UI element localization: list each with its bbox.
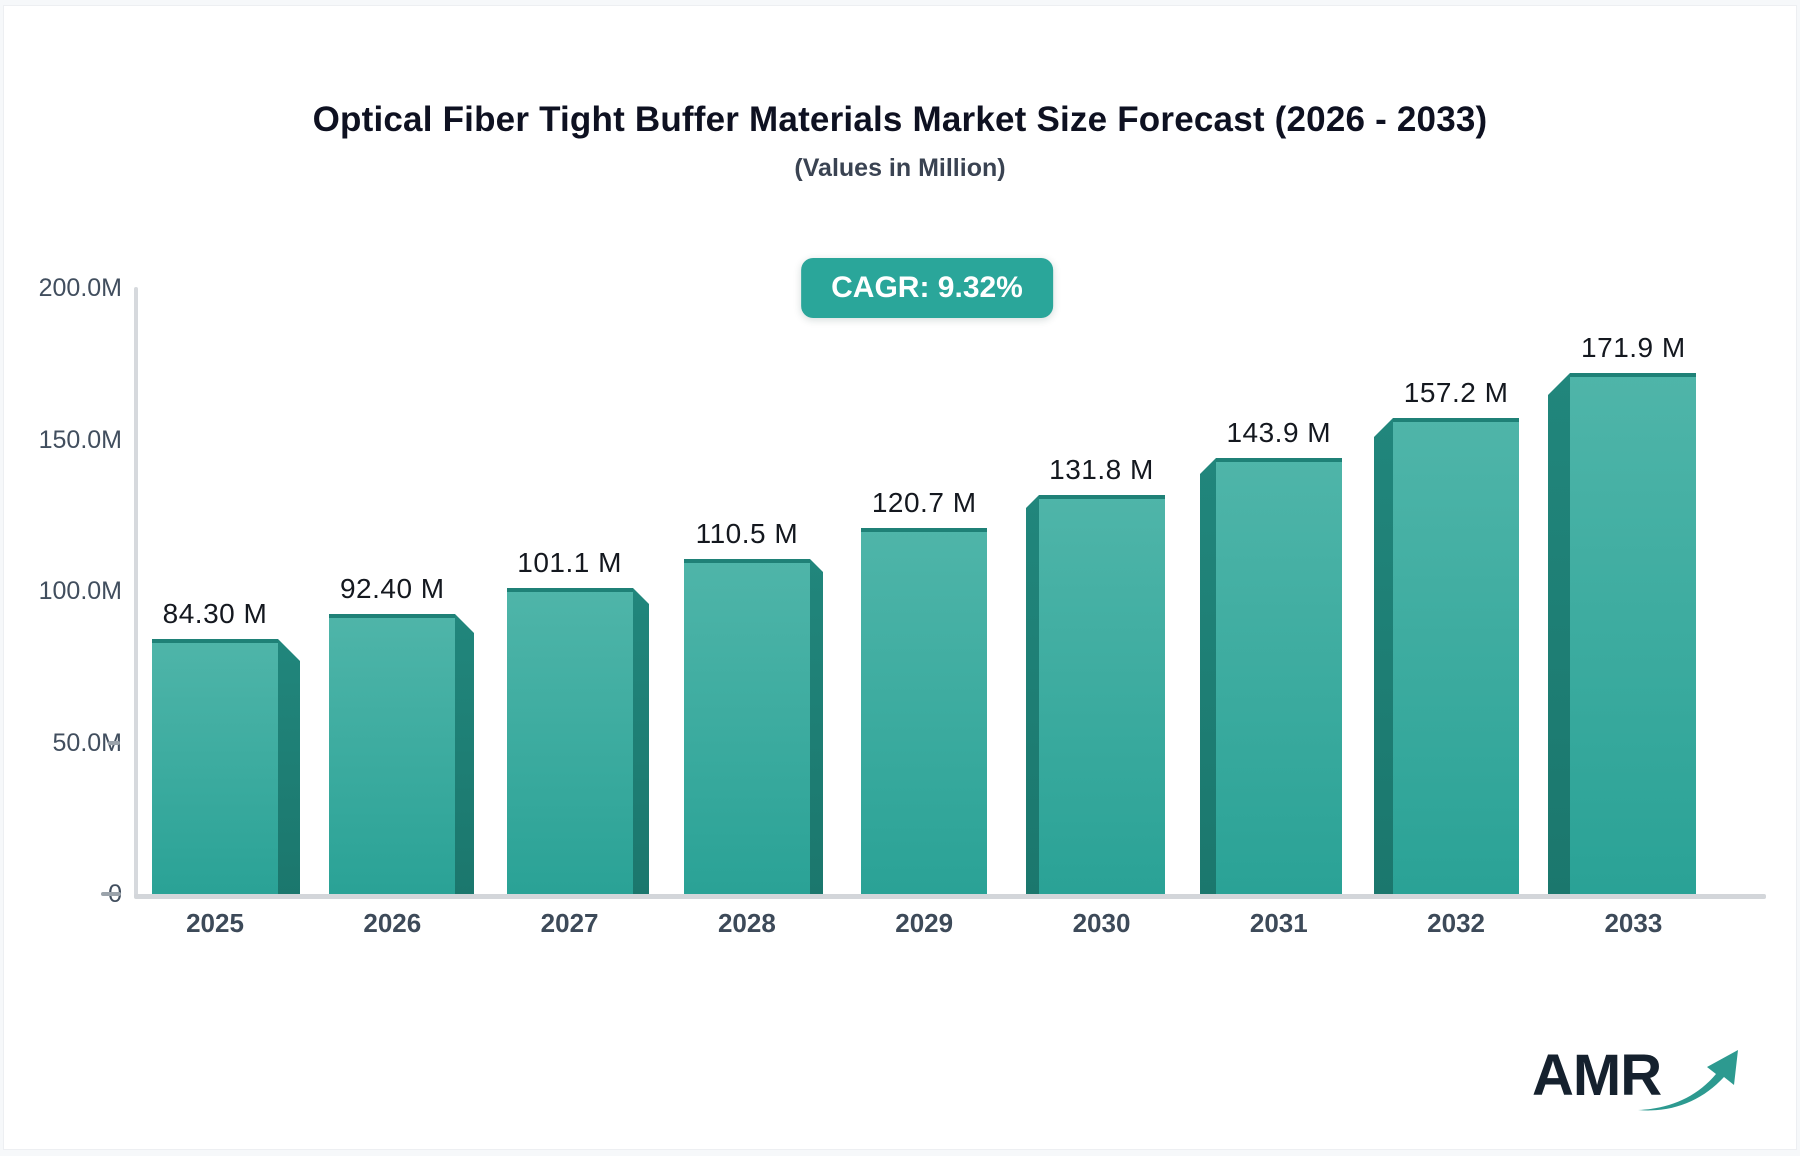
y-tick-label: 200.0M <box>38 274 122 302</box>
bar-side-panel <box>278 639 300 894</box>
x-tick-label: 2032 <box>1427 908 1486 938</box>
x-tick-label: 2030 <box>1072 908 1131 938</box>
bar-side-panel <box>633 588 649 894</box>
bar-top-edge <box>684 559 810 563</box>
y-axis-line <box>134 287 138 897</box>
trend-arrow-icon <box>1638 1050 1738 1111</box>
x-tick-label: 2031 <box>1249 908 1308 938</box>
bar-value-label: 171.9 M <box>1581 332 1686 363</box>
bar-value-label: 92.40 M <box>339 573 445 604</box>
bar-value-label: 120.7 M <box>871 487 977 518</box>
bar-side-panel <box>1026 495 1039 894</box>
bar-side-panel <box>810 559 823 894</box>
chart-title: Optical Fiber Tight Buffer Materials Mar… <box>312 100 1488 139</box>
bar-2031[interactable] <box>1216 458 1342 894</box>
y-tick-label: 150.0M <box>38 425 122 454</box>
x-tick-label: 2027 <box>540 908 599 938</box>
bar-value-label: 157.2 M <box>1403 377 1509 408</box>
bar-2033[interactable] <box>1570 373 1696 894</box>
bar-2029[interactable] <box>861 528 987 894</box>
chart-card: Optical Fiber Tight Buffer Materials Mar… <box>3 5 1797 1150</box>
cagr-badge: CAGR: 9.32% <box>801 258 1053 318</box>
bar-side-panel <box>1548 373 1570 894</box>
x-tick-label: 2029 <box>895 908 954 938</box>
bar-side-panel <box>455 614 474 894</box>
amr-logo: AMR <box>1532 1043 1738 1124</box>
y-tick-mark <box>108 740 120 745</box>
bar-2030[interactable] <box>1039 495 1165 894</box>
bar-value-label: 131.8 M <box>1049 454 1154 485</box>
bar-2026[interactable] <box>329 614 455 894</box>
bar-2032[interactable] <box>1393 418 1519 894</box>
bar-top-edge <box>1039 495 1165 499</box>
bar-2025[interactable] <box>152 639 278 894</box>
y-tick-label: 50.0M <box>52 728 122 757</box>
bar-2027[interactable] <box>507 588 633 894</box>
x-axis-line <box>134 894 1766 899</box>
bar-top-edge <box>152 639 278 643</box>
bar-2028[interactable] <box>684 559 810 894</box>
bar-top-edge <box>1393 418 1519 422</box>
bar-value-label: 110.5 M <box>695 518 799 549</box>
y-tick-label: 100.0M <box>38 577 122 605</box>
bar-top-edge <box>329 614 455 618</box>
bar-top-edge <box>507 588 633 592</box>
x-tick-label: 2028 <box>717 908 776 938</box>
x-tick-label: 2026 <box>363 908 422 938</box>
chart-subtitle: (Values in Million) <box>794 154 1006 182</box>
x-tick-label: 2025 <box>186 908 244 938</box>
bar-top-edge <box>1216 458 1342 462</box>
bar-side-panel <box>1200 458 1216 894</box>
bar-top-edge <box>1570 373 1696 377</box>
x-tick-label: 2033 <box>1604 908 1663 938</box>
bar-value-label: 84.30 M <box>162 598 268 629</box>
bar-side-panel <box>1374 418 1393 894</box>
bar-value-label: 101.1 M <box>517 547 622 578</box>
bar-top-edge <box>861 528 987 532</box>
amr-logo-text: AMR <box>1532 1043 1662 1108</box>
bar-value-label: 143.9 M <box>1226 417 1332 448</box>
y-tick-mark <box>101 892 121 896</box>
